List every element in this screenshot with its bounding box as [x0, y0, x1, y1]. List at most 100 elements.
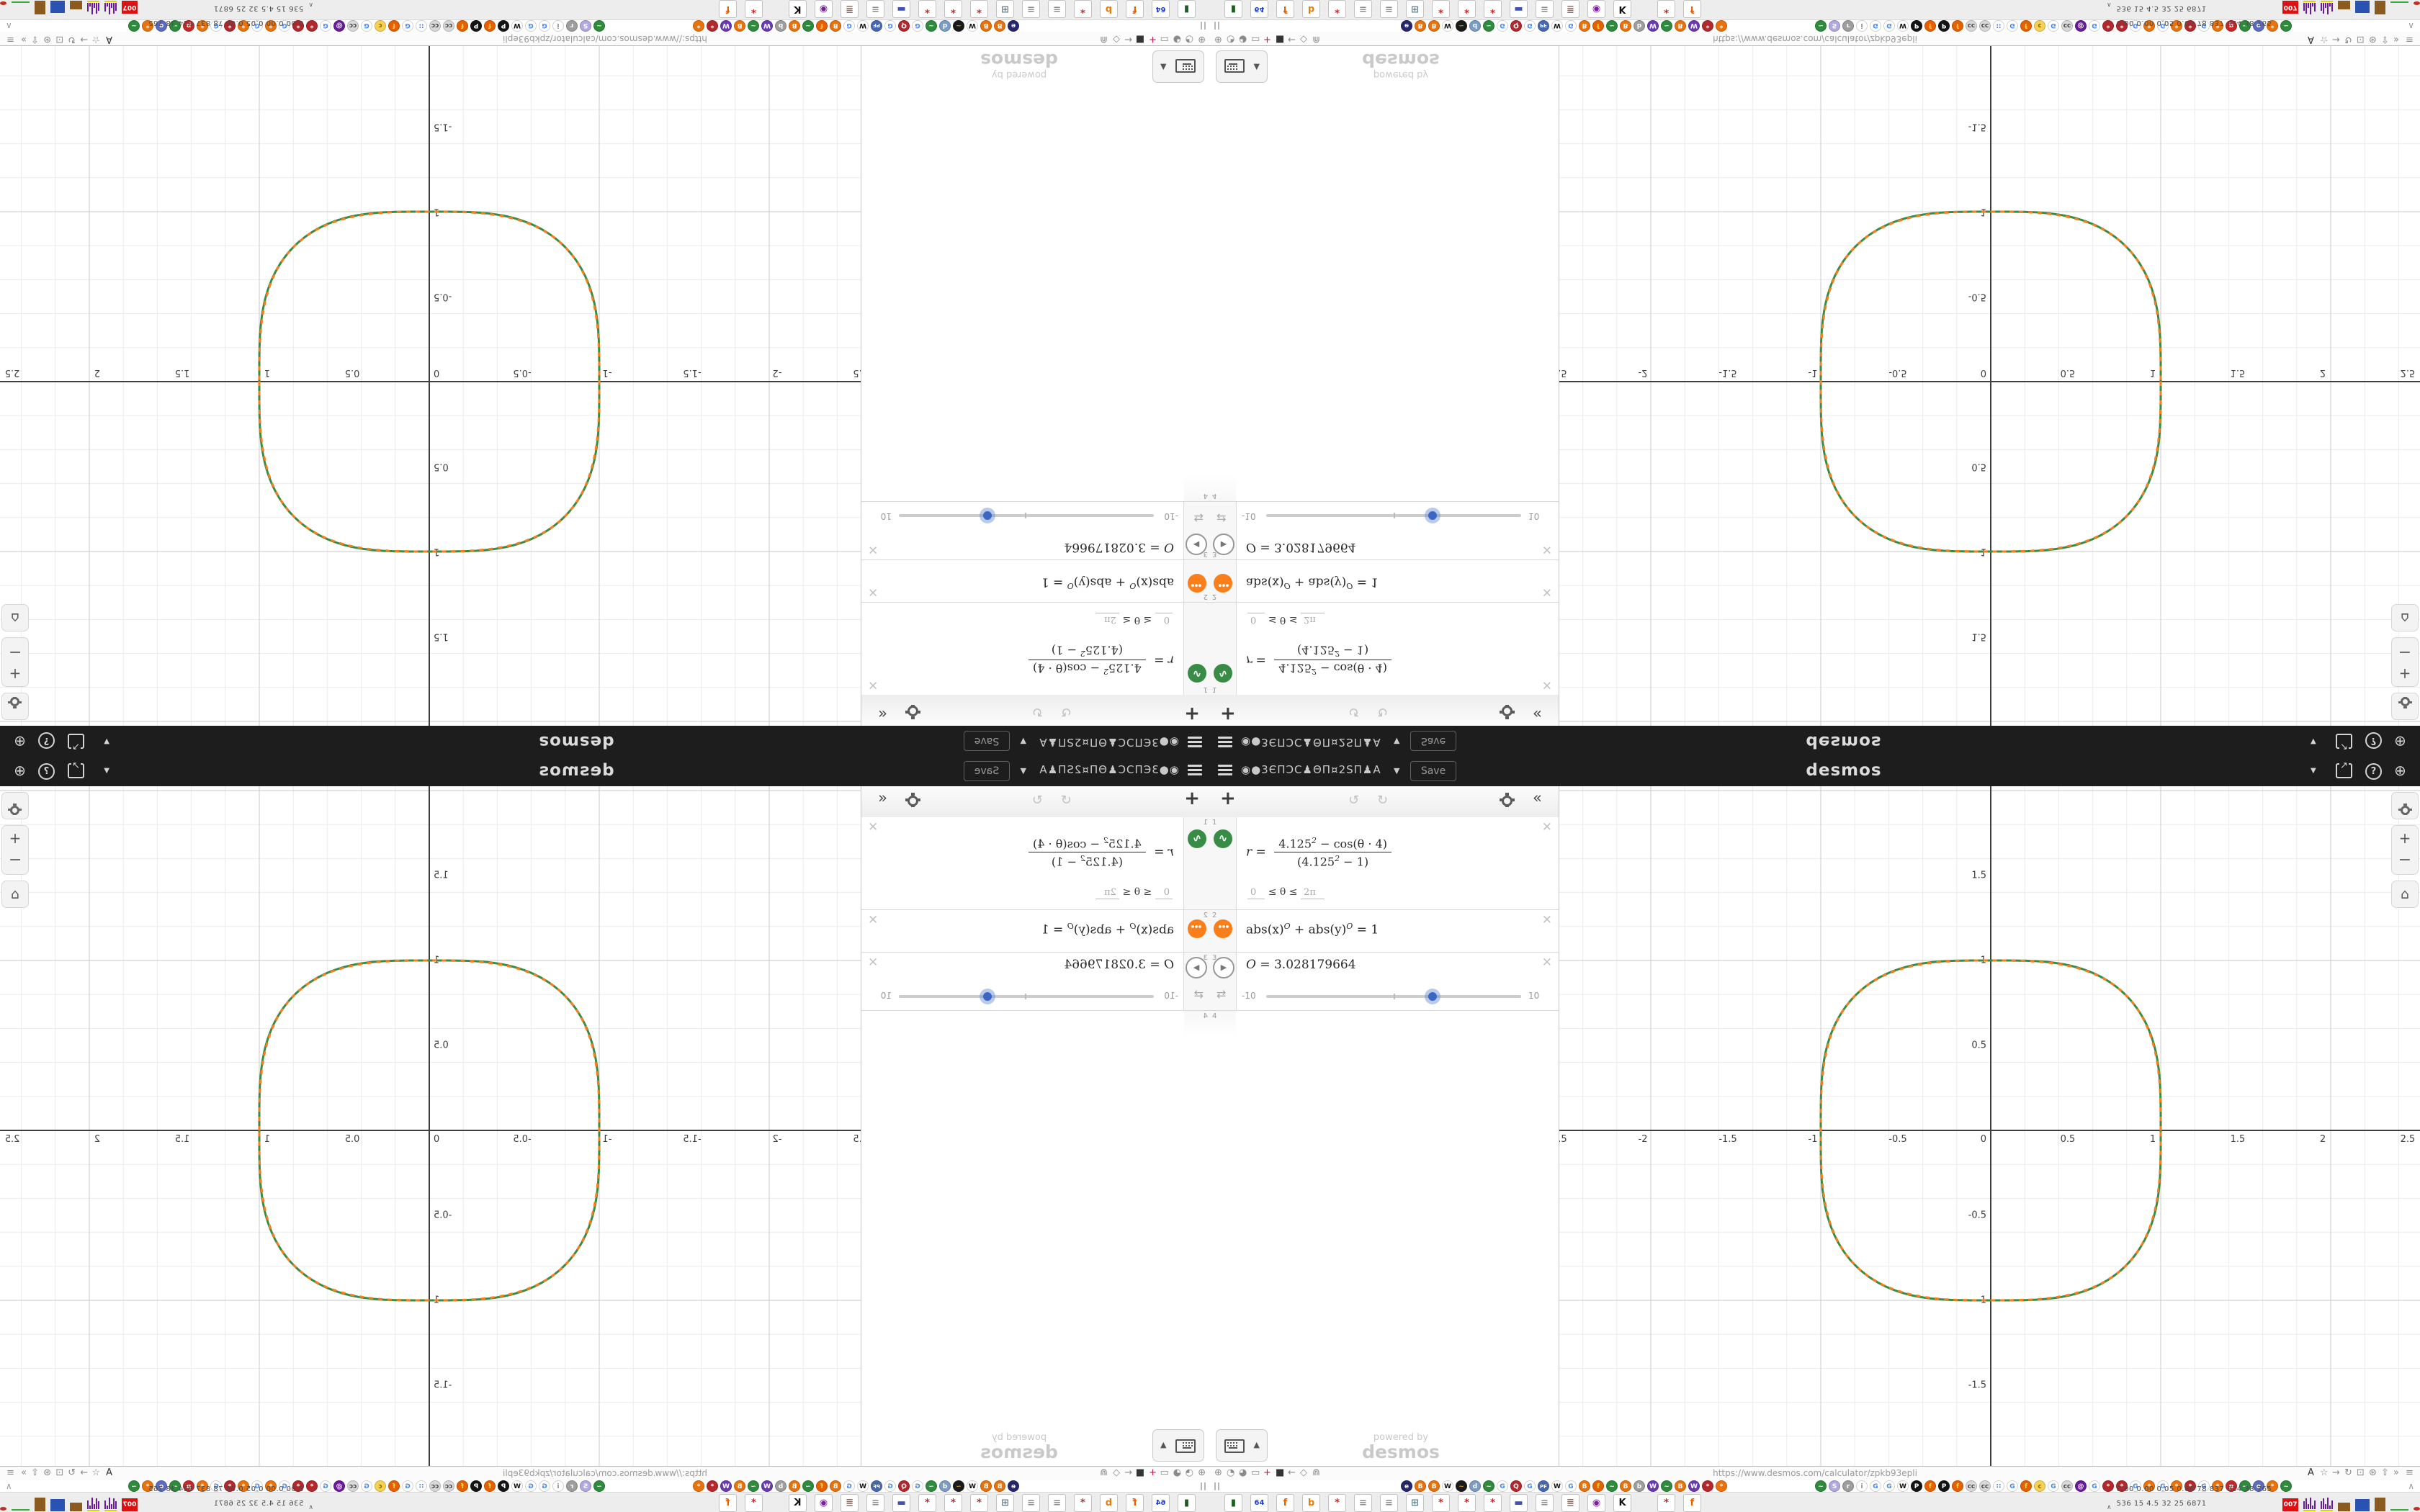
slider-min-label[interactable]: -10 [1242, 991, 1256, 1001]
tab-favicon[interactable]: i [552, 20, 564, 32]
graph-settings-button[interactable] [2391, 792, 2419, 819]
tab-favicon[interactable]: W [967, 20, 978, 32]
tab-favicon[interactable]: W [761, 1480, 773, 1492]
taskbar-app-icon[interactable]: * [1657, 1493, 1675, 1512]
expression-math[interactable]: abs(x)O + abs(y)O = 1 [1041, 575, 1174, 590]
redo-icon[interactable]: ↻ [1377, 793, 1389, 808]
sphere-icon[interactable]: ⊛ [43, 1467, 51, 1478]
tab-favicon[interactable]: ~ [1661, 1480, 1672, 1492]
reload-icon[interactable]: ↻ [2344, 34, 2352, 45]
slider-loop-icon[interactable]: ⇄ [1216, 987, 1227, 1001]
redo-icon[interactable]: ↻ [1377, 704, 1389, 719]
tab-favicon[interactable]: r [566, 1480, 578, 1492]
expression-math[interactable]: abs(x)O + abs(y)O = 1 [1246, 575, 1379, 590]
graph-title[interactable]: ◉●3ЄΠƆC♟ΘΠ¤2SΠ♟A… [1241, 736, 1381, 749]
lock-icon[interactable]: ⋒ [1100, 34, 1108, 45]
tab-favicon[interactable]: B [1675, 20, 1686, 32]
back-arrow-icon[interactable]: ← [1288, 1467, 1296, 1478]
help-icon[interactable]: ? [2365, 763, 2382, 780]
taskbar-app-icon[interactable]: * [944, 1493, 962, 1512]
graph-settings-button[interactable] [1, 792, 29, 819]
tab-favicon[interactable]: ~ [953, 20, 964, 32]
title-caret-icon[interactable]: ▼ [1020, 737, 1026, 746]
expression-math[interactable]: r = 4.1252 − cos(θ · 4) (4.1252 − 1) [1028, 643, 1174, 676]
tab-favicon[interactable]: W [1442, 20, 1453, 32]
graph-settings-button[interactable] [2391, 693, 2419, 720]
tab-favicon[interactable]: * [707, 20, 718, 32]
tab-favicon[interactable]: W [1897, 20, 1909, 32]
tab-favicon[interactable]: * [2171, 1480, 2182, 1492]
tab-favicon[interactable]: ~ [128, 1480, 140, 1492]
taskbar-app-icon[interactable]: ≡ [1022, 1493, 1040, 1512]
tab-favicon[interactable]: ~ [802, 1480, 814, 1492]
tab-favicon[interactable]: @ [2075, 1480, 2087, 1492]
taskbar-app-icon[interactable]: b [1302, 1493, 1320, 1512]
reload-icon[interactable]: ↻ [68, 34, 76, 45]
taskbar-app-icon[interactable]: * [1657, 0, 1675, 19]
tab-favicon[interactable]: Q [898, 1480, 910, 1492]
translate-icon[interactable]: A [2308, 34, 2314, 45]
taskbar-app-icon[interactable]: * [1328, 0, 1346, 19]
add-expression-button[interactable]: + [1220, 788, 1236, 809]
tab-favicon[interactable]: G [2157, 1480, 2169, 1492]
expression-math[interactable]: r = 4.1252 − cos(θ · 4) (4.1252 − 1) [1028, 836, 1174, 869]
taskbar-app-icon[interactable]: 64 [1250, 1493, 1268, 1512]
save-button[interactable]: Save [1410, 761, 1456, 781]
gauge2-icon[interactable]: ◕ [1239, 1467, 1247, 1478]
tab-favicon[interactable]: CC [2061, 1480, 2073, 1492]
pin-icon[interactable]: + [1263, 34, 1271, 45]
taskbar-app-icon[interactable]: ▮ [1178, 0, 1196, 19]
zoom-in-button[interactable]: + [2391, 825, 2419, 851]
tab-favicon[interactable]: f [816, 1480, 828, 1492]
tab-favicon[interactable]: b [775, 1480, 786, 1492]
keyboard-toggle-button[interactable]: ▲ [1152, 50, 1204, 83]
share-icon[interactable] [68, 763, 84, 778]
taskbar-app-icon[interactable]: * [944, 0, 962, 19]
dotted-curve-icon[interactable]: ••• [1188, 574, 1206, 593]
title-caret-icon[interactable]: ▼ [1020, 766, 1026, 775]
tab-favicon[interactable]: W [1897, 1480, 1909, 1492]
main-menu-icon[interactable] [1188, 736, 1202, 747]
tab-favicon[interactable]: G [2048, 1480, 2059, 1492]
tab-favicon[interactable]: f [2020, 1480, 2032, 1492]
tab-favicon[interactable]: f [484, 1480, 496, 1492]
taskbar-app-icon[interactable]: f [1683, 0, 1701, 19]
tab-favicon[interactable]: B [789, 20, 800, 32]
zoom-home-button[interactable]: ⌂ [1, 881, 29, 908]
gauge-icon[interactable]: ◔ [1227, 1467, 1235, 1478]
redo-icon[interactable]: ↻ [1031, 704, 1043, 719]
keyboard-toggle-button[interactable]: ▲ [1152, 1429, 1204, 1462]
tab-favicon[interactable]: G [2130, 1480, 2141, 1492]
reload-icon[interactable]: ↻ [2344, 1467, 2352, 1478]
undo-icon[interactable]: ↺ [1348, 793, 1360, 808]
tab-favicon[interactable]: CC [347, 1480, 359, 1492]
taskbar-app-icon[interactable]: * [745, 1493, 763, 1512]
zoom-home-button[interactable]: ⌂ [1, 604, 29, 631]
tab-favicon[interactable]: b [775, 20, 786, 32]
add-expression-button[interactable]: + [1184, 703, 1200, 724]
zoom-out-button[interactable]: − [2391, 637, 2419, 662]
expression-math[interactable]: O = 3.028179664 [1246, 540, 1356, 554]
expression-row-3[interactable]: 3 ▶ ⇄ O = 3.028179664 -10 10 ✕ [1210, 501, 1559, 559]
taskbar-app-icon[interactable]: 64 [1250, 0, 1268, 19]
tab-favicon[interactable]: W [1551, 20, 1563, 32]
tab-favicon[interactable]: G [2089, 20, 2100, 32]
help-icon[interactable]: ? [38, 732, 55, 749]
tab-favicon[interactable]: r [1842, 20, 1854, 32]
graph-title[interactable]: ◉●3ЄΠƆC♟ΘΠ¤2SΠ♟A… [1039, 763, 1179, 776]
tab-favicon[interactable]: W [720, 20, 732, 32]
tab-favicon[interactable]: W [1688, 20, 1700, 32]
taskbar-app-icon[interactable]: ≡ [1536, 0, 1554, 19]
taskbar-app-icon[interactable]: K [1613, 1493, 1631, 1512]
edit-list-gear-icon[interactable] [1502, 793, 1512, 806]
graph-paper[interactable]: -2.5 -2 -1.5 -1 -0.5 0.5 1 1.5 2 2.5 1.5 1 0.5 -0.5 -1… [1559, 46, 2420, 726]
delete-expression-icon[interactable]: ✕ [1541, 585, 1552, 599]
tab-favicon[interactable]: f [1924, 1480, 1936, 1492]
taskbar-app-icon[interactable]: ▮ [1224, 0, 1242, 19]
tab-favicon[interactable]: * [2116, 1480, 2128, 1492]
delete-expression-icon[interactable]: ✕ [868, 820, 879, 834]
save-button[interactable]: Save [964, 731, 1010, 751]
page-url[interactable]: https://www.desmos.com/calculator/zpkb93… [1713, 1468, 1917, 1478]
share-icon[interactable] [2336, 734, 2352, 749]
account-caret-icon[interactable]: ▼ [104, 737, 109, 745]
